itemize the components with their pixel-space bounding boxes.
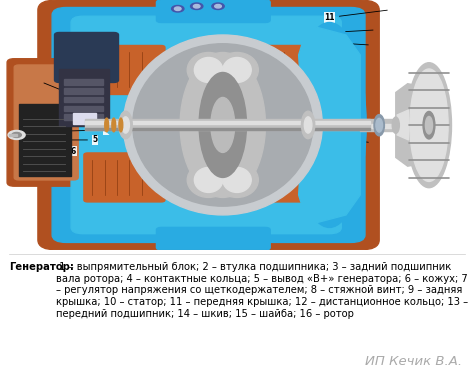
- Ellipse shape: [112, 118, 116, 132]
- Text: 11: 11: [324, 10, 387, 22]
- Text: Генератор:: Генератор:: [9, 262, 74, 272]
- Text: 14: 14: [398, 103, 423, 125]
- Ellipse shape: [119, 118, 123, 132]
- Ellipse shape: [123, 35, 322, 215]
- Text: 13: 13: [324, 38, 368, 47]
- FancyBboxPatch shape: [59, 69, 109, 126]
- Ellipse shape: [376, 118, 383, 132]
- FancyBboxPatch shape: [84, 46, 165, 94]
- Ellipse shape: [292, 22, 366, 228]
- Ellipse shape: [304, 117, 312, 133]
- Bar: [9, 134, 17, 136]
- Bar: [64, 88, 103, 94]
- Ellipse shape: [104, 97, 294, 153]
- Ellipse shape: [216, 53, 258, 88]
- Text: 7: 7: [30, 153, 72, 169]
- FancyBboxPatch shape: [84, 153, 165, 202]
- FancyBboxPatch shape: [226, 46, 307, 94]
- Bar: [360, 124, 393, 128]
- Text: 1 – выпрямительный блок; 2 – втулка подшипника; 3 – задний подшипник вала ротора: 1 – выпрямительный блок; 2 – втулка подш…: [56, 262, 468, 319]
- Text: 12: 12: [324, 28, 373, 37]
- Circle shape: [215, 4, 221, 8]
- Ellipse shape: [223, 57, 251, 82]
- Bar: [85, 128, 370, 131]
- Bar: [64, 97, 103, 103]
- Ellipse shape: [194, 57, 223, 82]
- Circle shape: [8, 131, 25, 140]
- Text: 10: 10: [224, 4, 240, 15]
- Ellipse shape: [133, 44, 313, 206]
- FancyBboxPatch shape: [73, 113, 96, 124]
- Bar: [64, 79, 103, 85]
- Text: 5: 5: [30, 135, 97, 144]
- Polygon shape: [299, 25, 360, 225]
- Ellipse shape: [211, 97, 235, 153]
- Ellipse shape: [407, 63, 451, 188]
- Ellipse shape: [105, 118, 109, 132]
- Ellipse shape: [119, 111, 132, 139]
- Text: 1: 1: [44, 83, 76, 100]
- FancyBboxPatch shape: [55, 32, 118, 82]
- Text: 3: 3: [61, 118, 109, 127]
- FancyBboxPatch shape: [19, 104, 71, 176]
- FancyBboxPatch shape: [71, 16, 341, 233]
- Text: 4: 4: [61, 125, 109, 134]
- Ellipse shape: [299, 32, 360, 217]
- Circle shape: [12, 132, 21, 137]
- Bar: [85, 121, 370, 125]
- Text: 9: 9: [198, 4, 216, 15]
- Text: 8: 8: [179, 4, 202, 19]
- Bar: [64, 115, 103, 120]
- Text: 2: 2: [61, 110, 105, 119]
- Ellipse shape: [187, 163, 230, 197]
- Ellipse shape: [426, 116, 432, 134]
- Ellipse shape: [187, 53, 230, 88]
- Ellipse shape: [180, 53, 265, 197]
- Bar: [85, 119, 370, 131]
- Text: 6: 6: [30, 147, 76, 160]
- Ellipse shape: [374, 115, 384, 136]
- Circle shape: [212, 3, 224, 9]
- FancyBboxPatch shape: [52, 7, 365, 242]
- Bar: [360, 119, 393, 131]
- Text: ИП Кечик В.А.: ИП Кечик В.А.: [365, 355, 462, 368]
- Bar: [64, 106, 103, 111]
- FancyBboxPatch shape: [156, 228, 270, 250]
- Text: 15: 15: [327, 133, 368, 142]
- Ellipse shape: [199, 72, 246, 178]
- FancyBboxPatch shape: [226, 153, 307, 202]
- FancyBboxPatch shape: [14, 65, 78, 180]
- Circle shape: [174, 7, 181, 10]
- Polygon shape: [397, 110, 409, 140]
- Text: 16: 16: [317, 145, 354, 160]
- Ellipse shape: [301, 111, 315, 139]
- Circle shape: [191, 3, 203, 9]
- FancyBboxPatch shape: [38, 0, 379, 250]
- Ellipse shape: [410, 69, 448, 181]
- Ellipse shape: [216, 163, 258, 197]
- Ellipse shape: [223, 167, 251, 192]
- Ellipse shape: [392, 117, 399, 133]
- FancyBboxPatch shape: [7, 59, 90, 186]
- Polygon shape: [396, 84, 415, 166]
- Ellipse shape: [194, 167, 223, 192]
- Ellipse shape: [423, 112, 435, 139]
- Circle shape: [172, 6, 184, 12]
- Ellipse shape: [122, 117, 129, 133]
- FancyBboxPatch shape: [156, 0, 270, 22]
- Circle shape: [193, 4, 200, 8]
